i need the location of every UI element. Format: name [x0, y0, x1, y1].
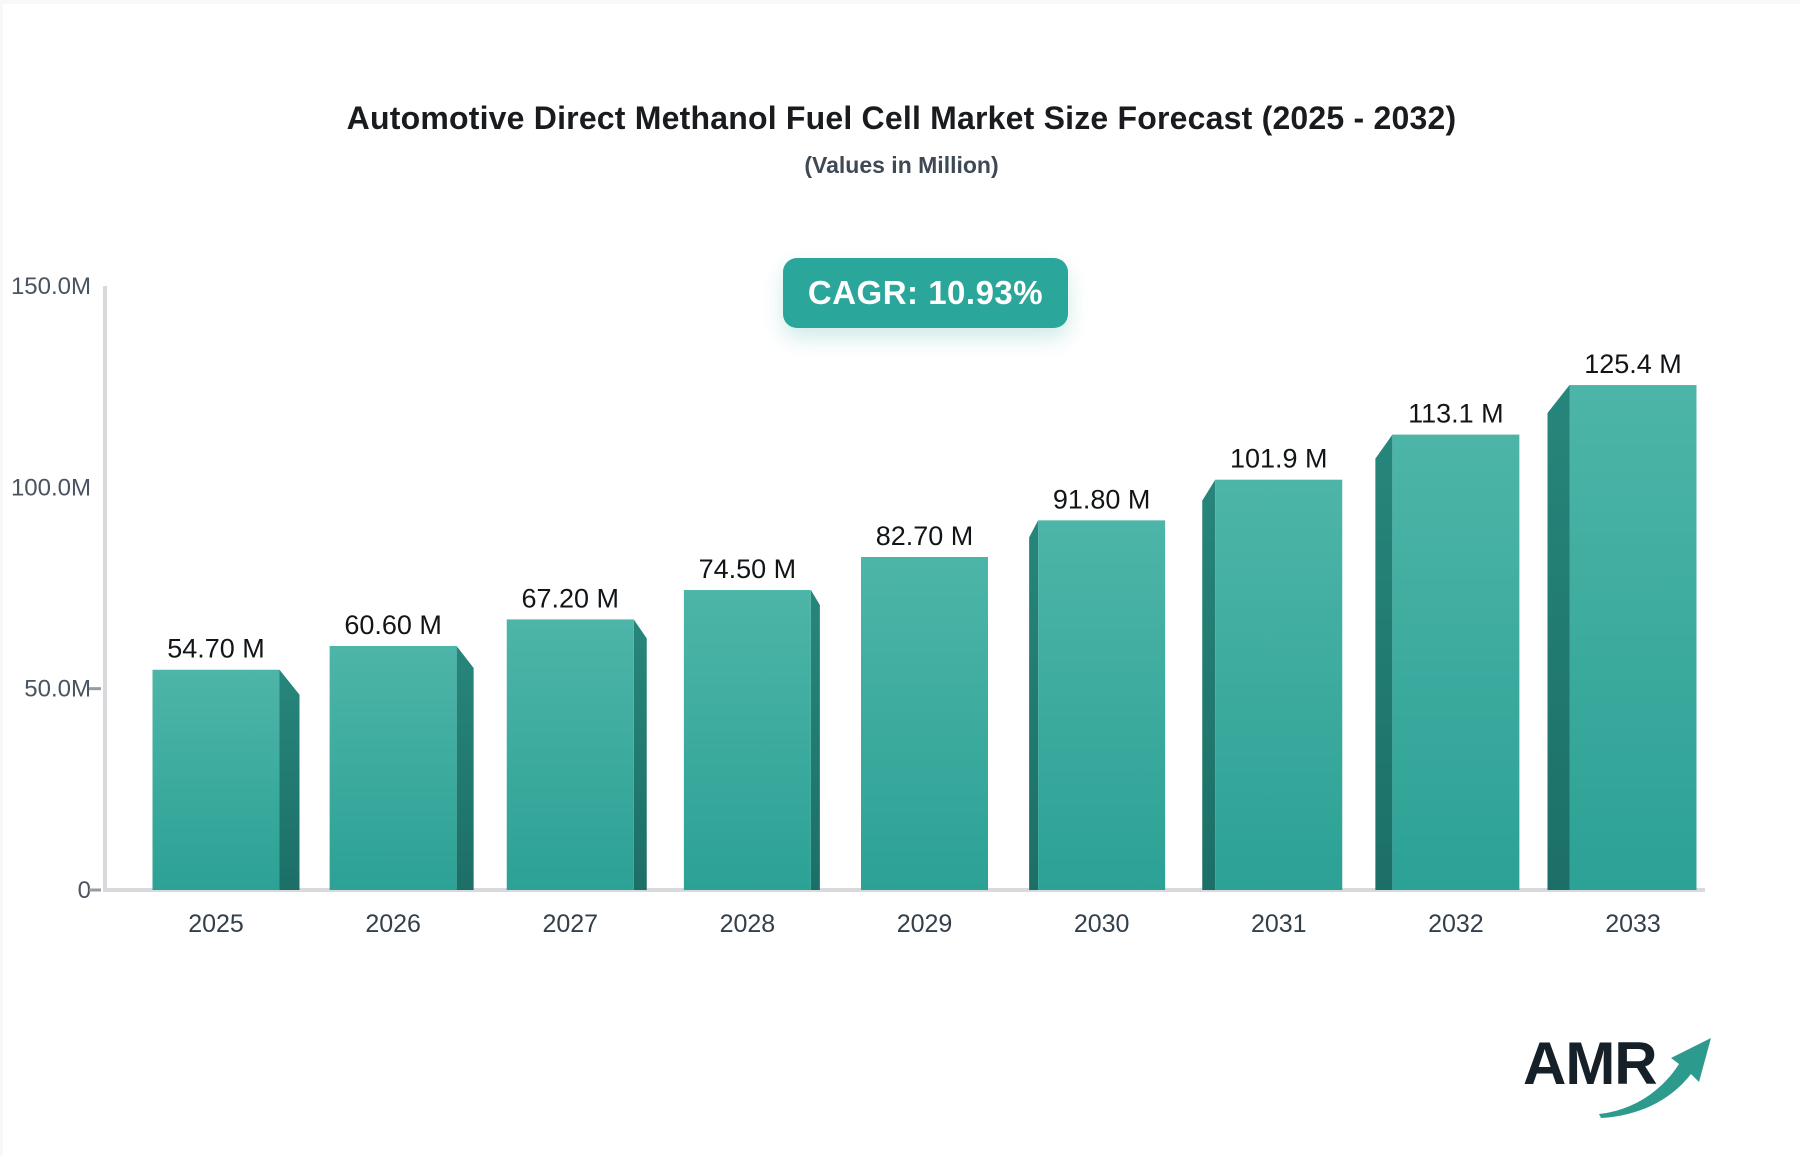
x-category-label-2032: 2032 — [1428, 910, 1484, 938]
x-category-label-2033: 2033 — [1605, 910, 1661, 938]
bar-value-label-2029: 82.70 M — [876, 521, 974, 551]
y-tick-label-0: 0 — [78, 877, 91, 904]
amr-logo: AMR — [1523, 1034, 1733, 1134]
chart-subtitle: (Values in Million) — [804, 152, 999, 178]
amr-logo-text: AMR — [1523, 1030, 1658, 1097]
bar-2028 — [683, 590, 811, 890]
y-tick-label-100.0M: 100.0M — [11, 474, 91, 501]
bar-value-label-2032: 113.1 M — [1408, 399, 1504, 429]
bar-value-label-2031: 101.9 M — [1230, 444, 1328, 474]
x-category-label-2031: 2031 — [1251, 910, 1307, 938]
bar-value-label-2027: 67.20 M — [521, 583, 619, 613]
x-category-label-2025: 2025 — [188, 910, 244, 938]
bar-side-2028 — [810, 590, 820, 890]
bar-value-label-2033: 125.4 M — [1584, 349, 1682, 379]
bar-2030 — [1038, 520, 1166, 890]
bar-2027 — [506, 619, 634, 890]
trend-up-arrow-icon — [1599, 1038, 1711, 1118]
bar-side-2033 — [1547, 385, 1570, 890]
cagr-badge: CAGR: 10.93% — [783, 258, 1068, 328]
bar-chart-plot: 150.0M 100.0M 50.0M 0 54.70 M 2025 60.60 M 2026… — [11, 273, 1705, 938]
x-category-label-2029: 2029 — [897, 910, 953, 938]
bar-2033 — [1569, 385, 1697, 890]
bar-2025 — [152, 669, 280, 890]
bar-2031 — [1215, 479, 1343, 890]
bar-side-2025 — [279, 669, 300, 890]
bar-2026 — [329, 645, 457, 890]
bar-value-label-2030: 91.80 M — [1053, 484, 1151, 514]
bar-side-2030 — [1029, 520, 1039, 890]
bar-side-2026 — [456, 645, 474, 890]
bar-side-2032 — [1375, 434, 1393, 890]
x-category-label-2026: 2026 — [365, 910, 421, 938]
bar-2029 — [861, 556, 988, 890]
x-category-label-2027: 2027 — [542, 910, 598, 938]
y-axis-line — [103, 286, 107, 892]
bar-value-label-2028: 74.50 M — [699, 554, 797, 584]
chart-title: Automotive Direct Methanol Fuel Cell Mar… — [346, 100, 1457, 136]
bar-value-label-2026: 60.60 M — [344, 610, 442, 640]
y-tick-label-150.0M: 150.0M — [11, 273, 91, 300]
y-tick-label-50.0M: 50.0M — [24, 676, 91, 703]
bar-side-2027 — [633, 619, 647, 890]
x-category-label-2030: 2030 — [1074, 910, 1130, 938]
bar-2032 — [1392, 434, 1520, 890]
bar-side-2031 — [1202, 479, 1216, 890]
x-category-label-2028: 2028 — [720, 910, 776, 938]
bar-value-label-2025: 54.70 M — [167, 634, 265, 664]
